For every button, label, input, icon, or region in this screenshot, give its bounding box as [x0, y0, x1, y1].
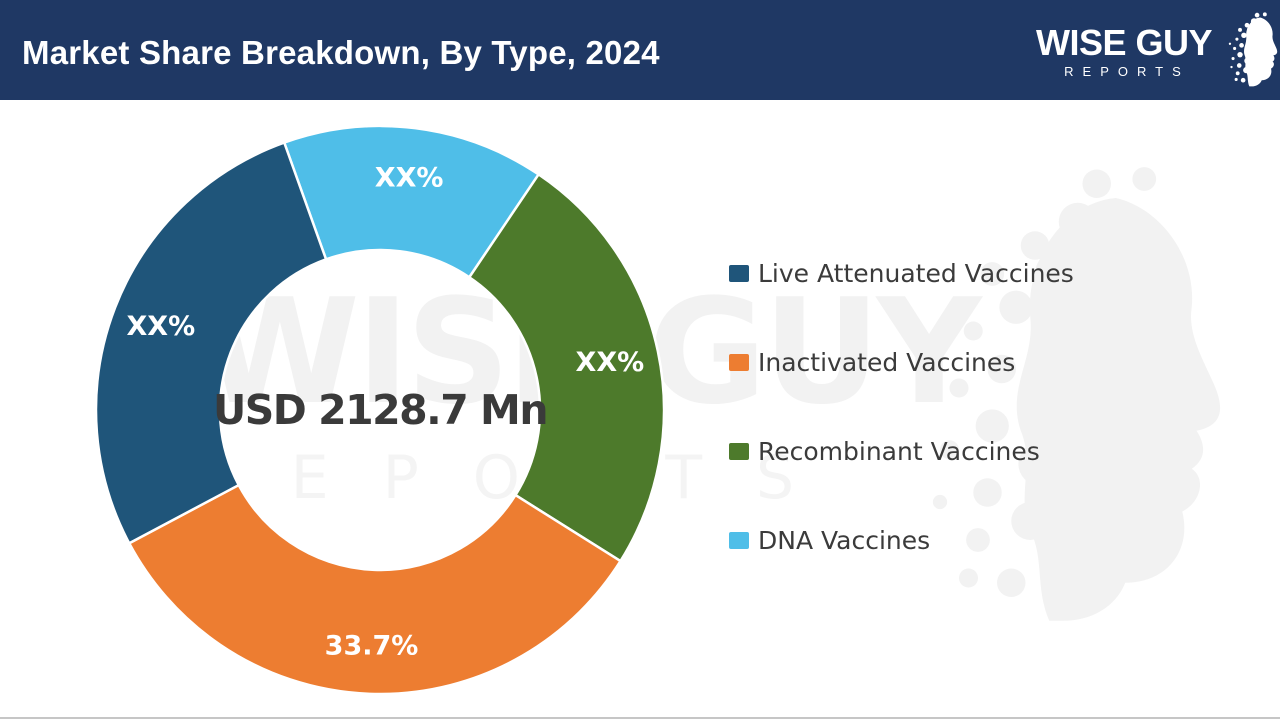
segment-value-label-dna-vaccines: XX%	[375, 163, 444, 194]
legend-swatch	[729, 353, 749, 371]
legend-swatch	[729, 264, 749, 282]
legend-swatch	[729, 442, 749, 460]
brand-face-icon	[1228, 12, 1278, 87]
legend-item-recombinant-vaccines: Recombinant Vaccines	[729, 436, 1074, 466]
chart-area: WISE GUY REPORTS XX% XX% 33.7% XX% USD 2128…	[0, 100, 1280, 718]
page-title: Market Share Breakdown, By Type, 2024	[22, 34, 660, 71]
chart-center-value: USD 2128.7 Mn	[212, 386, 549, 434]
brand-text: WISE GUY REPORTS	[1035, 22, 1213, 80]
bottom-divider	[0, 717, 1280, 719]
brand-logo: WISE GUY REPORTS	[1036, 9, 1278, 91]
legend-item-live-attenuated-vaccines: Live Attenuated Vaccines	[729, 258, 1074, 288]
donut-segment-live-attenuated-vaccines	[94, 141, 328, 545]
brand-subtitle: REPORTS	[1064, 64, 1190, 79]
watermark-brand-subtext: REPORTS	[195, 443, 849, 513]
header-bar: Market Share Breakdown, By Type, 2024 WI…	[0, 0, 1280, 100]
segment-value-label-inactivated-vaccines: 33.7%	[325, 631, 419, 662]
segment-value-label-live-attenuated-vaccines: XX%	[126, 311, 195, 342]
legend-label: DNA Vaccines	[758, 525, 931, 555]
segment-value-label-recombinant-vaccines: XX%	[576, 347, 645, 378]
legend-label: Inactivated Vaccines	[758, 347, 1016, 377]
legend-label: Recombinant Vaccines	[758, 436, 1040, 466]
legend-item-dna-vaccines: DNA Vaccines	[729, 525, 1074, 555]
legend-label: Live Attenuated Vaccines	[758, 258, 1074, 288]
chart-legend: Live Attenuated Vaccines Inactivated Vac…	[729, 258, 1074, 614]
brand-name: WISE GUY	[1035, 22, 1213, 63]
legend-swatch	[729, 531, 749, 549]
donut-segment-inactivated-vaccines	[127, 483, 622, 696]
donut-chart: XX% XX% 33.7% XX%	[94, 124, 666, 696]
legend-item-inactivated-vaccines: Inactivated Vaccines	[729, 347, 1074, 377]
donut-segment-recombinant-vaccines	[468, 173, 666, 563]
